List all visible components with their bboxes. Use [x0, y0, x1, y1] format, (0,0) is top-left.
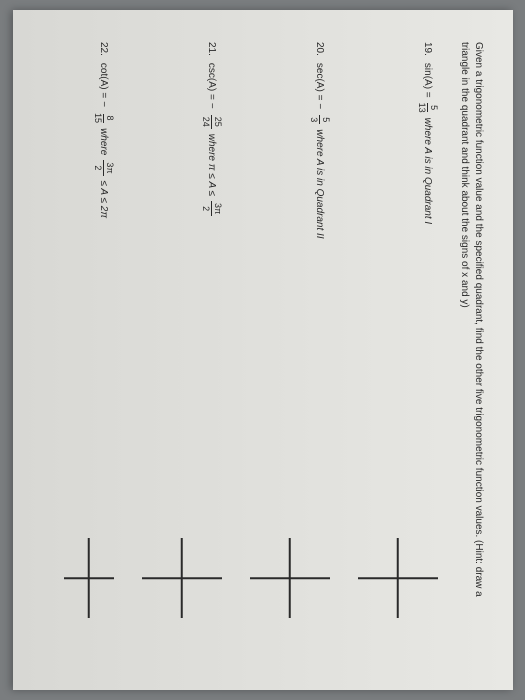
problem-where: where A is in Quadrant I	[422, 118, 433, 225]
problem-number: 21.	[206, 42, 217, 56]
problem-fraction: 5 3	[309, 115, 330, 124]
neg-sign: −	[314, 103, 325, 109]
coordinate-axes	[142, 538, 222, 618]
problem-20: 20. sec(A) = − 5 3 where A is in Quadran…	[240, 42, 330, 658]
problem-22-text: 22. cot(A) = − 8 15 where 3π 2 ≤ A ≤ 2π	[93, 42, 114, 218]
problem-number: 20.	[314, 42, 325, 56]
problem-func: csc(A) =	[206, 63, 217, 100]
problem-fraction: 5 13	[417, 103, 438, 113]
coordinate-axes	[358, 538, 438, 618]
neg-sign: −	[98, 101, 109, 107]
problem-19: 19. sin(A) = 5 13 where A is in Quadrant…	[348, 42, 438, 658]
problem-func: sin(A) =	[422, 63, 433, 98]
coordinate-axes	[64, 538, 114, 618]
problem-19-text: 19. sin(A) = 5 13 where A is in Quadrant…	[417, 42, 438, 224]
problem-func: cot(A) =	[98, 63, 109, 98]
range-fraction: 3π 2	[201, 201, 222, 216]
problem-where: where	[98, 128, 109, 155]
problem-21-text: 21. csc(A) = − 25 24 where π ≤ A ≤ 3π 2	[201, 42, 222, 218]
problem-fraction: 25 24	[201, 115, 222, 129]
worksheet-page: Given a trigonometric function value and…	[13, 10, 513, 690]
problem-20-text: 20. sec(A) = − 5 3 where A is in Quadran…	[309, 42, 330, 239]
problem-where: where π ≤ A ≤	[206, 134, 217, 196]
problem-number: 19.	[422, 42, 433, 56]
problem-where: where A is in Quadrant II	[314, 129, 325, 238]
problem-number: 22.	[98, 42, 109, 56]
range-end: ≤ A ≤ 2π	[98, 181, 109, 219]
neg-sign: −	[206, 103, 217, 109]
problem-func: sec(A) =	[314, 63, 325, 101]
coordinate-axes	[250, 538, 330, 618]
range-start-fraction: 3π 2	[93, 160, 114, 175]
problem-22: 22. cot(A) = − 8 15 where 3π 2 ≤ A ≤ 2π	[24, 42, 114, 658]
instructions-text: Given a trigonometric function value and…	[458, 42, 485, 622]
problem-21: 21. csc(A) = − 25 24 where π ≤ A ≤ 3π 2	[132, 42, 222, 658]
problem-fraction: 8 15	[93, 113, 114, 123]
